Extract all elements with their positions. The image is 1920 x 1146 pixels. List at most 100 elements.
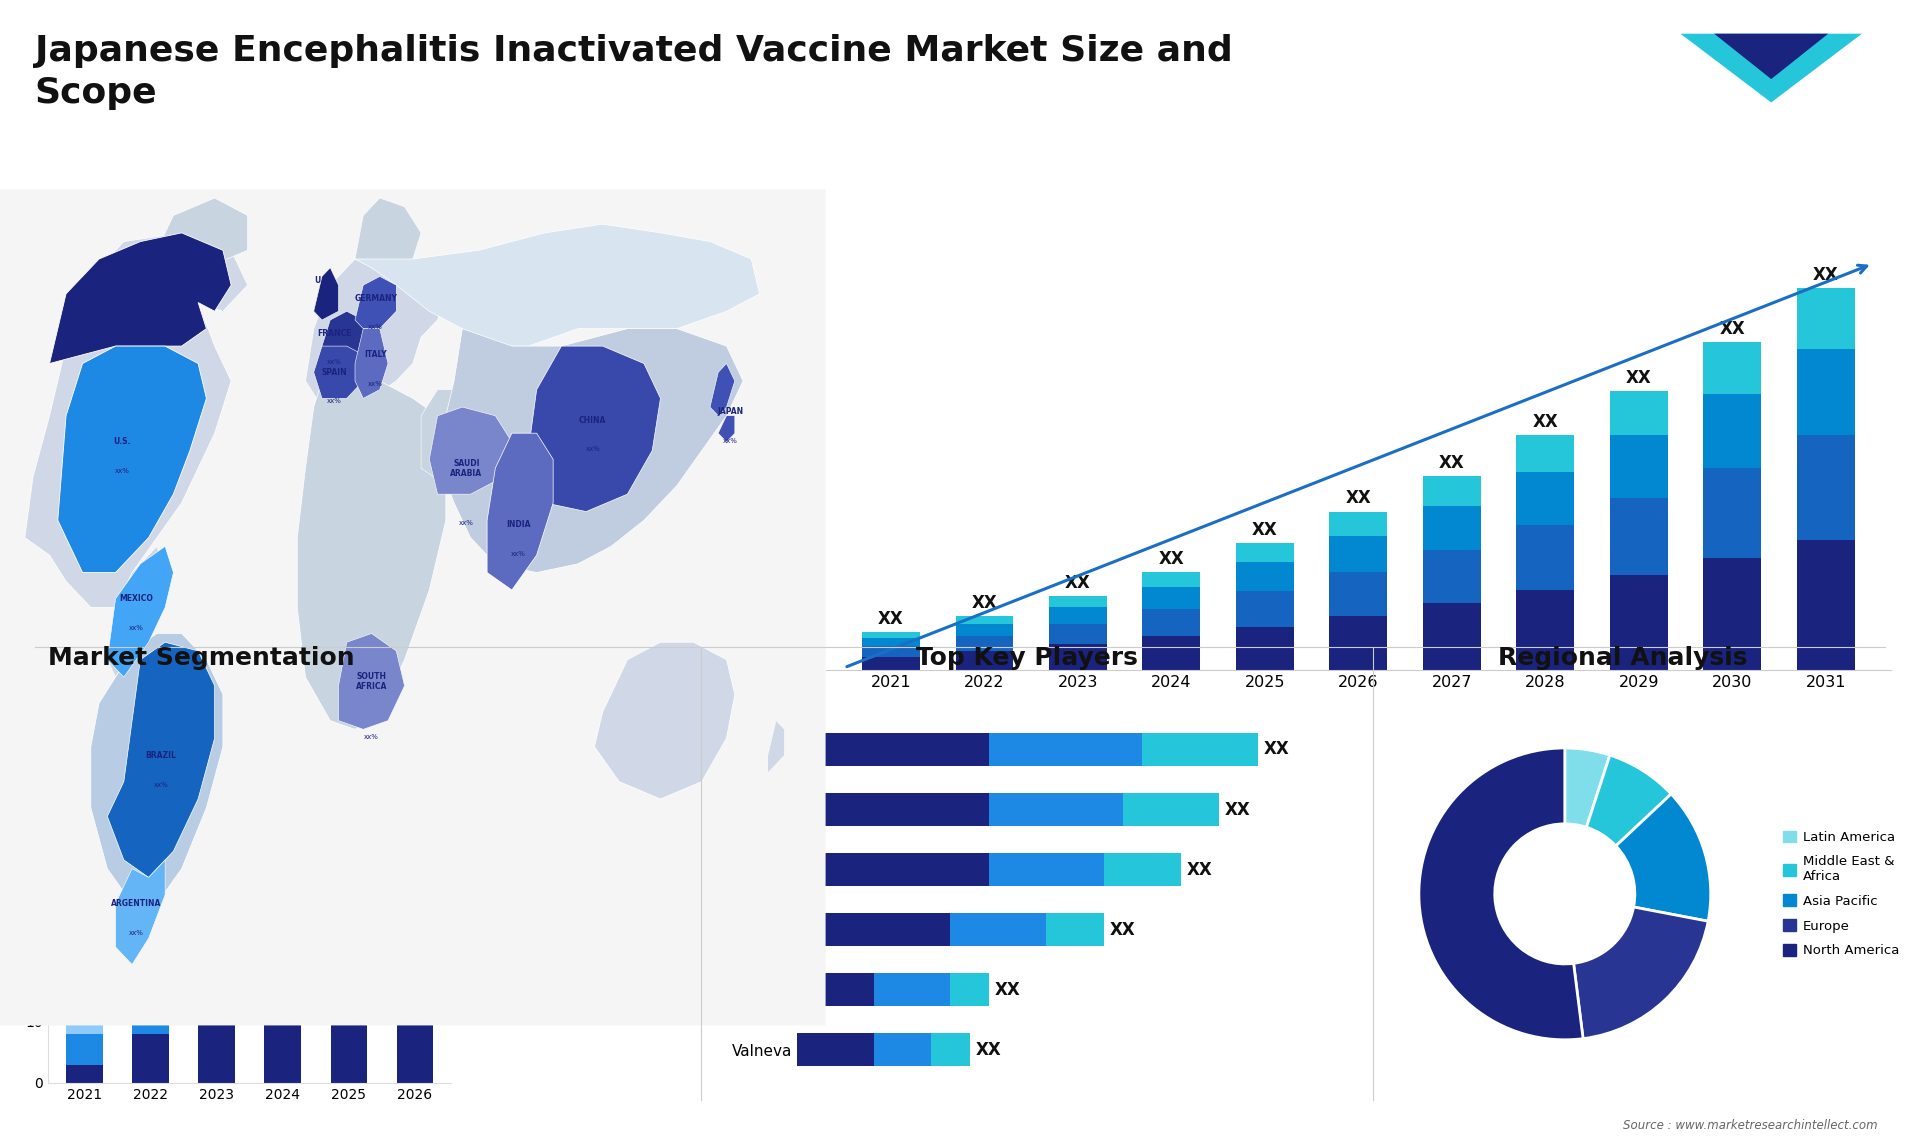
Text: FRANCE: FRANCE bbox=[317, 329, 351, 338]
Bar bbox=[797, 1034, 874, 1066]
Text: JAPAN: JAPAN bbox=[718, 407, 743, 416]
Polygon shape bbox=[338, 634, 405, 729]
Text: XX: XX bbox=[1263, 740, 1288, 759]
Text: XX: XX bbox=[1252, 521, 1279, 539]
Bar bbox=[1123, 793, 1219, 826]
Bar bbox=[1048, 623, 1108, 644]
Bar bbox=[1048, 644, 1108, 670]
Bar bbox=[397, 936, 432, 1083]
Polygon shape bbox=[108, 642, 215, 878]
Bar bbox=[1703, 394, 1761, 468]
Bar bbox=[1142, 587, 1200, 609]
Legend: Latin America, Middle East &
Africa, Asia Pacific, Europe, North America: Latin America, Middle East & Africa, Asi… bbox=[1784, 831, 1899, 957]
Text: xx%: xx% bbox=[459, 520, 474, 526]
Text: SPAIN: SPAIN bbox=[321, 368, 348, 377]
Text: xx%: xx% bbox=[365, 733, 378, 739]
Bar bbox=[862, 633, 920, 637]
Bar bbox=[67, 1065, 102, 1083]
Bar bbox=[1046, 913, 1104, 947]
Polygon shape bbox=[488, 433, 553, 590]
Bar bbox=[1142, 609, 1200, 636]
Bar bbox=[797, 733, 989, 766]
Bar bbox=[1236, 591, 1294, 627]
Bar bbox=[1236, 563, 1294, 591]
Bar bbox=[1329, 511, 1388, 536]
Bar bbox=[956, 651, 1014, 670]
Bar bbox=[132, 960, 169, 991]
Text: RESEARCH: RESEARCH bbox=[1749, 126, 1793, 135]
Text: U.K.: U.K. bbox=[315, 276, 332, 285]
Polygon shape bbox=[768, 721, 783, 772]
Bar bbox=[1423, 550, 1480, 603]
Bar bbox=[198, 931, 234, 991]
Bar bbox=[989, 733, 1142, 766]
Text: XX: XX bbox=[1438, 454, 1465, 472]
Text: XX: XX bbox=[1158, 550, 1185, 567]
Text: XX: XX bbox=[975, 1041, 1000, 1059]
Bar bbox=[330, 826, 367, 949]
Bar bbox=[950, 913, 1046, 947]
Text: XX: XX bbox=[1187, 861, 1212, 879]
Text: ITALY: ITALY bbox=[365, 351, 388, 360]
Polygon shape bbox=[25, 233, 248, 607]
Text: Japanese Encephalitis Inactivated Vaccine Market Size and
Scope: Japanese Encephalitis Inactivated Vaccin… bbox=[35, 34, 1233, 110]
Bar bbox=[1703, 468, 1761, 558]
Text: xx%: xx% bbox=[326, 359, 342, 366]
Text: CHINA: CHINA bbox=[580, 416, 607, 425]
Polygon shape bbox=[355, 329, 388, 399]
Bar bbox=[265, 973, 301, 1083]
Polygon shape bbox=[313, 268, 338, 320]
Text: XX: XX bbox=[1110, 920, 1135, 939]
Text: XX: XX bbox=[1066, 574, 1091, 592]
Bar bbox=[1423, 476, 1480, 507]
Polygon shape bbox=[108, 547, 173, 677]
Bar bbox=[397, 795, 432, 936]
Polygon shape bbox=[1715, 33, 1828, 79]
Legend: Type, Application, Geography: Type, Application, Geography bbox=[478, 716, 578, 780]
Bar bbox=[1142, 636, 1200, 670]
Bar bbox=[67, 1004, 102, 1034]
Bar bbox=[132, 991, 169, 1034]
Text: xx%: xx% bbox=[326, 399, 342, 405]
Text: SAUDI
ARABIA: SAUDI ARABIA bbox=[451, 458, 482, 478]
Bar bbox=[397, 740, 432, 795]
Text: MARKET: MARKET bbox=[1753, 109, 1789, 118]
Bar bbox=[874, 1034, 931, 1066]
Bar bbox=[1236, 627, 1294, 670]
Bar bbox=[1236, 543, 1294, 563]
Text: XX: XX bbox=[877, 610, 904, 628]
Text: CANADA: CANADA bbox=[109, 281, 146, 290]
Bar bbox=[198, 991, 234, 1083]
Text: ARGENTINA: ARGENTINA bbox=[111, 898, 161, 908]
Bar bbox=[950, 973, 989, 1006]
Polygon shape bbox=[157, 198, 248, 268]
Bar bbox=[797, 913, 950, 947]
Bar bbox=[1104, 853, 1181, 886]
Bar bbox=[132, 1034, 169, 1083]
Bar bbox=[874, 973, 950, 1006]
Bar bbox=[1609, 391, 1668, 435]
Bar bbox=[1048, 596, 1108, 607]
Bar bbox=[1797, 348, 1855, 435]
Text: XX: XX bbox=[1812, 266, 1839, 284]
Polygon shape bbox=[355, 198, 420, 268]
Text: GERMANY: GERMANY bbox=[353, 293, 397, 303]
Polygon shape bbox=[355, 225, 760, 346]
Text: XX: XX bbox=[1626, 369, 1651, 387]
Wedge shape bbox=[1586, 755, 1670, 846]
Text: xx%: xx% bbox=[724, 438, 737, 444]
Polygon shape bbox=[115, 860, 165, 965]
Bar bbox=[198, 900, 234, 931]
Bar bbox=[67, 1034, 102, 1065]
Bar bbox=[1703, 558, 1761, 670]
Wedge shape bbox=[1565, 748, 1609, 827]
Polygon shape bbox=[420, 390, 520, 486]
Polygon shape bbox=[90, 634, 223, 903]
Wedge shape bbox=[1617, 794, 1711, 921]
Bar bbox=[989, 793, 1123, 826]
Text: xx%: xx% bbox=[369, 324, 384, 330]
Polygon shape bbox=[595, 642, 735, 799]
Text: U.S.: U.S. bbox=[113, 438, 131, 447]
Text: Market Segmentation: Market Segmentation bbox=[48, 646, 355, 670]
Bar bbox=[1423, 507, 1480, 550]
